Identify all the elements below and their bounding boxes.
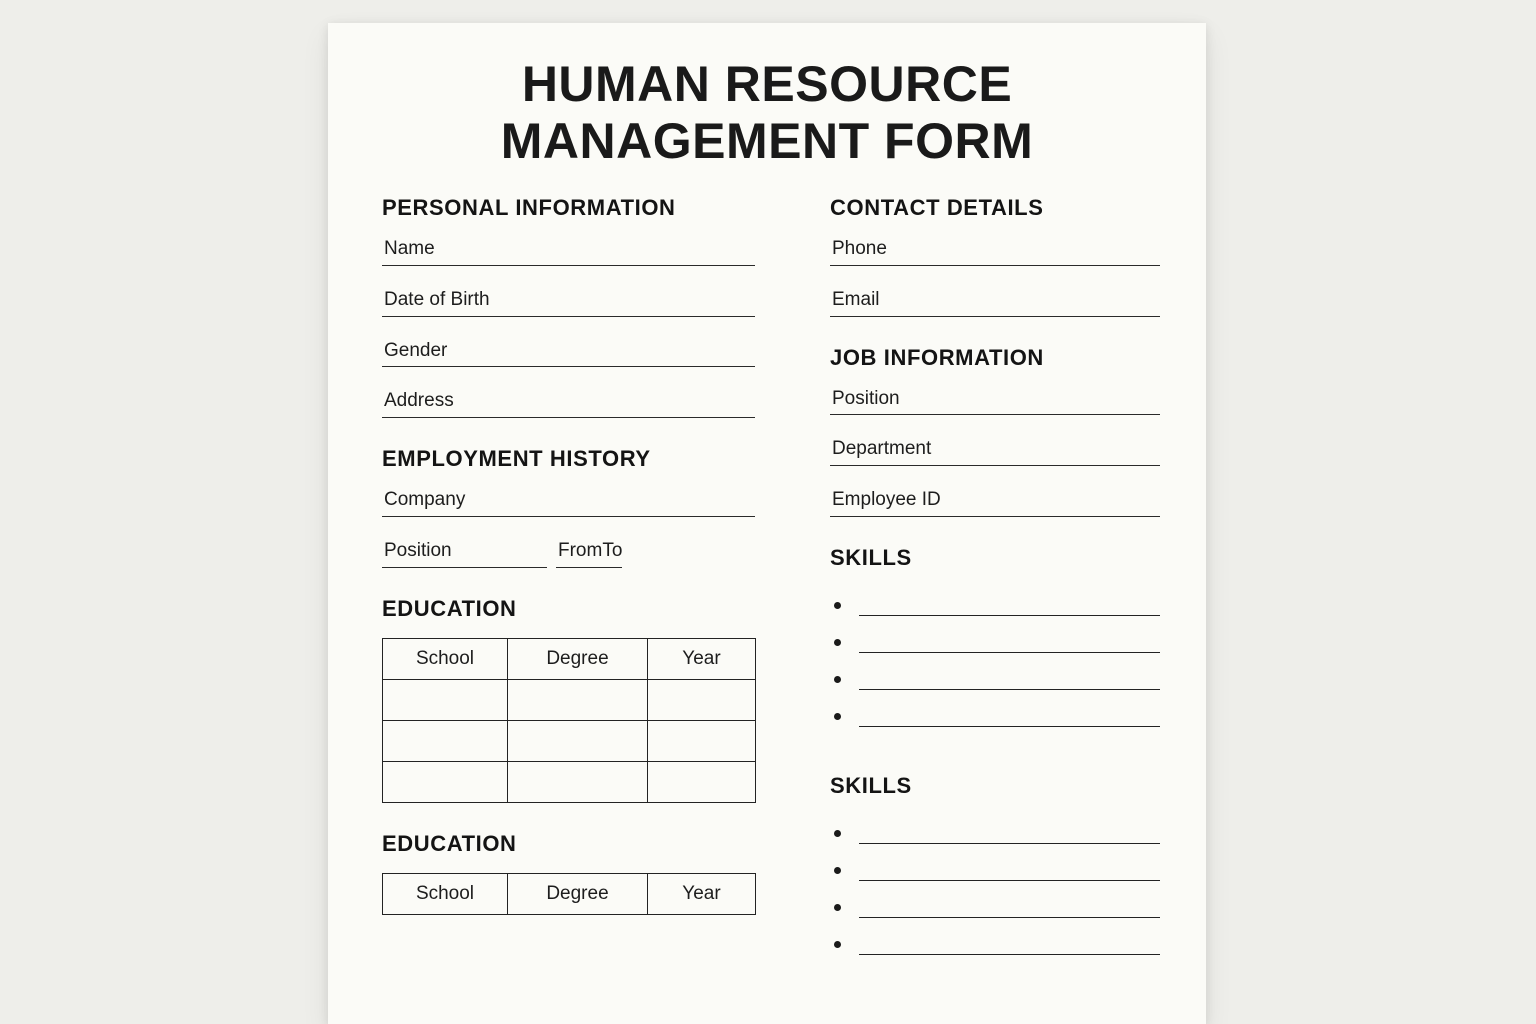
- column-header-degree: Degree: [507, 872, 648, 915]
- page-title: HUMAN RESOURCE MANAGEMENT FORM: [328, 23, 1206, 170]
- section-education-secondary: EDUCATION School Degree Year: [382, 830, 756, 915]
- table-header-row: School Degree Year: [382, 637, 756, 680]
- field-employment-position[interactable]: Position: [382, 539, 547, 568]
- field-label-phone: Phone: [832, 238, 887, 259]
- skill-input-line[interactable]: [859, 651, 1160, 653]
- list-item[interactable]: [830, 926, 1160, 963]
- table-header-row: School Degree Year: [382, 872, 756, 915]
- field-label-date-of-birth: Date of Birth: [384, 288, 490, 310]
- heading-education-secondary: EDUCATION: [382, 830, 517, 856]
- skills-list-primary: [830, 587, 1160, 735]
- column-header-school: School: [382, 637, 508, 680]
- section-skills-secondary: SKILLS: [830, 773, 1160, 963]
- field-department[interactable]: Department: [830, 437, 1160, 466]
- bullet-icon: [834, 829, 841, 837]
- employment-position-range-row: Position From To: [382, 539, 755, 568]
- list-item[interactable]: [830, 889, 1160, 926]
- section-personal-information: PERSONAL INFORMATION Name Date of Birth …: [382, 195, 755, 418]
- bullet-icon: [834, 866, 841, 874]
- cell-degree[interactable]: [507, 760, 648, 803]
- field-name[interactable]: Name: [382, 237, 755, 266]
- field-label-job-position: Position: [832, 387, 900, 409]
- heading-personal-information: PERSONAL INFORMATION: [382, 195, 676, 220]
- field-email[interactable]: Email: [830, 288, 1160, 317]
- left-column: PERSONAL INFORMATION Name Date of Birth …: [382, 195, 756, 963]
- education-table-primary: School Degree Year: [382, 637, 756, 803]
- cell-school[interactable]: [382, 760, 508, 803]
- education-table-secondary: School Degree Year: [382, 872, 756, 915]
- form-paper: HUMAN RESOURCE MANAGEMENT FORM PERSONAL …: [328, 23, 1206, 1024]
- field-label-from: From: [558, 539, 603, 561]
- column-header-year: Year: [647, 872, 756, 915]
- section-contact-details: CONTACT DETAILS Phone Email: [830, 195, 1160, 317]
- bullet-icon: [834, 940, 841, 948]
- column-header-degree: Degree: [507, 637, 648, 680]
- column-header-school: School: [382, 872, 508, 915]
- field-job-position[interactable]: Position: [830, 387, 1160, 416]
- field-employee-id[interactable]: Employee ID: [830, 488, 1160, 517]
- column-header-year: Year: [647, 637, 756, 680]
- heading-employment-history: EMPLOYMENT HISTORY: [382, 446, 651, 471]
- skill-input-line[interactable]: [859, 688, 1160, 690]
- skill-input-line[interactable]: [859, 953, 1160, 955]
- field-gender[interactable]: Gender: [382, 339, 755, 368]
- field-label-department: Department: [832, 438, 932, 460]
- skills-list-secondary: [830, 815, 1160, 963]
- heading-contact-details: CONTACT DETAILS: [830, 195, 1044, 220]
- field-label-company: Company: [384, 489, 466, 510]
- skill-input-line[interactable]: [859, 916, 1160, 918]
- skill-input-line[interactable]: [859, 725, 1160, 727]
- cell-school[interactable]: [382, 678, 508, 721]
- field-label-employment-position: Position: [384, 539, 452, 561]
- field-label-employee-id: Employee ID: [832, 489, 941, 510]
- field-phone[interactable]: Phone: [830, 237, 1160, 266]
- page-title-line-1: HUMAN RESOURCE: [521, 56, 1013, 112]
- field-label-to: To: [602, 539, 623, 561]
- section-skills-primary: SKILLS: [830, 545, 1160, 735]
- table-row[interactable]: [382, 760, 756, 803]
- page-title-line-2: MANAGEMENT FORM: [500, 113, 1034, 169]
- field-label-gender: Gender: [384, 339, 448, 361]
- field-date-of-birth[interactable]: Date of Birth: [382, 288, 755, 317]
- right-column: CONTACT DETAILS Phone Email JOB INFORMAT…: [830, 195, 1160, 963]
- bullet-icon: [834, 638, 841, 646]
- skill-input-line[interactable]: [859, 614, 1160, 616]
- heading-education-primary: EDUCATION: [382, 595, 517, 621]
- table-row[interactable]: [382, 719, 756, 762]
- cell-year[interactable]: [647, 760, 756, 803]
- field-label-email: Email: [832, 288, 880, 310]
- list-item[interactable]: [830, 624, 1160, 661]
- cell-school[interactable]: [382, 719, 508, 762]
- list-item[interactable]: [830, 661, 1160, 698]
- heading-job-information: JOB INFORMATION: [830, 344, 1044, 370]
- bullet-icon: [834, 601, 841, 609]
- section-spacer: [830, 763, 1160, 773]
- skill-input-line[interactable]: [859, 879, 1160, 881]
- field-company[interactable]: Company: [382, 488, 755, 517]
- bullet-icon: [834, 712, 841, 720]
- field-label-address: Address: [384, 390, 454, 412]
- cell-year[interactable]: [647, 719, 756, 762]
- field-label-name: Name: [384, 238, 435, 259]
- bullet-icon: [834, 675, 841, 683]
- table-row[interactable]: [382, 678, 756, 721]
- list-item[interactable]: [830, 815, 1160, 852]
- skill-input-line[interactable]: [859, 842, 1160, 844]
- field-address[interactable]: Address: [382, 389, 755, 418]
- cell-degree[interactable]: [507, 678, 648, 721]
- heading-skills-secondary: SKILLS: [830, 772, 912, 798]
- list-item[interactable]: [830, 852, 1160, 889]
- field-employment-date-range[interactable]: From To: [556, 539, 623, 568]
- section-job-information: JOB INFORMATION Position Department Empl…: [830, 345, 1160, 517]
- section-employment-history: EMPLOYMENT HISTORY Company Position From…: [382, 446, 755, 568]
- list-item[interactable]: [830, 698, 1160, 735]
- cell-year[interactable]: [647, 678, 756, 721]
- heading-skills-primary: SKILLS: [830, 544, 912, 570]
- cell-degree[interactable]: [507, 719, 648, 762]
- list-item[interactable]: [830, 587, 1160, 624]
- bullet-icon: [834, 903, 841, 911]
- form-columns: PERSONAL INFORMATION Name Date of Birth …: [328, 170, 1206, 963]
- section-education-primary: EDUCATION School Degree Year: [382, 595, 756, 803]
